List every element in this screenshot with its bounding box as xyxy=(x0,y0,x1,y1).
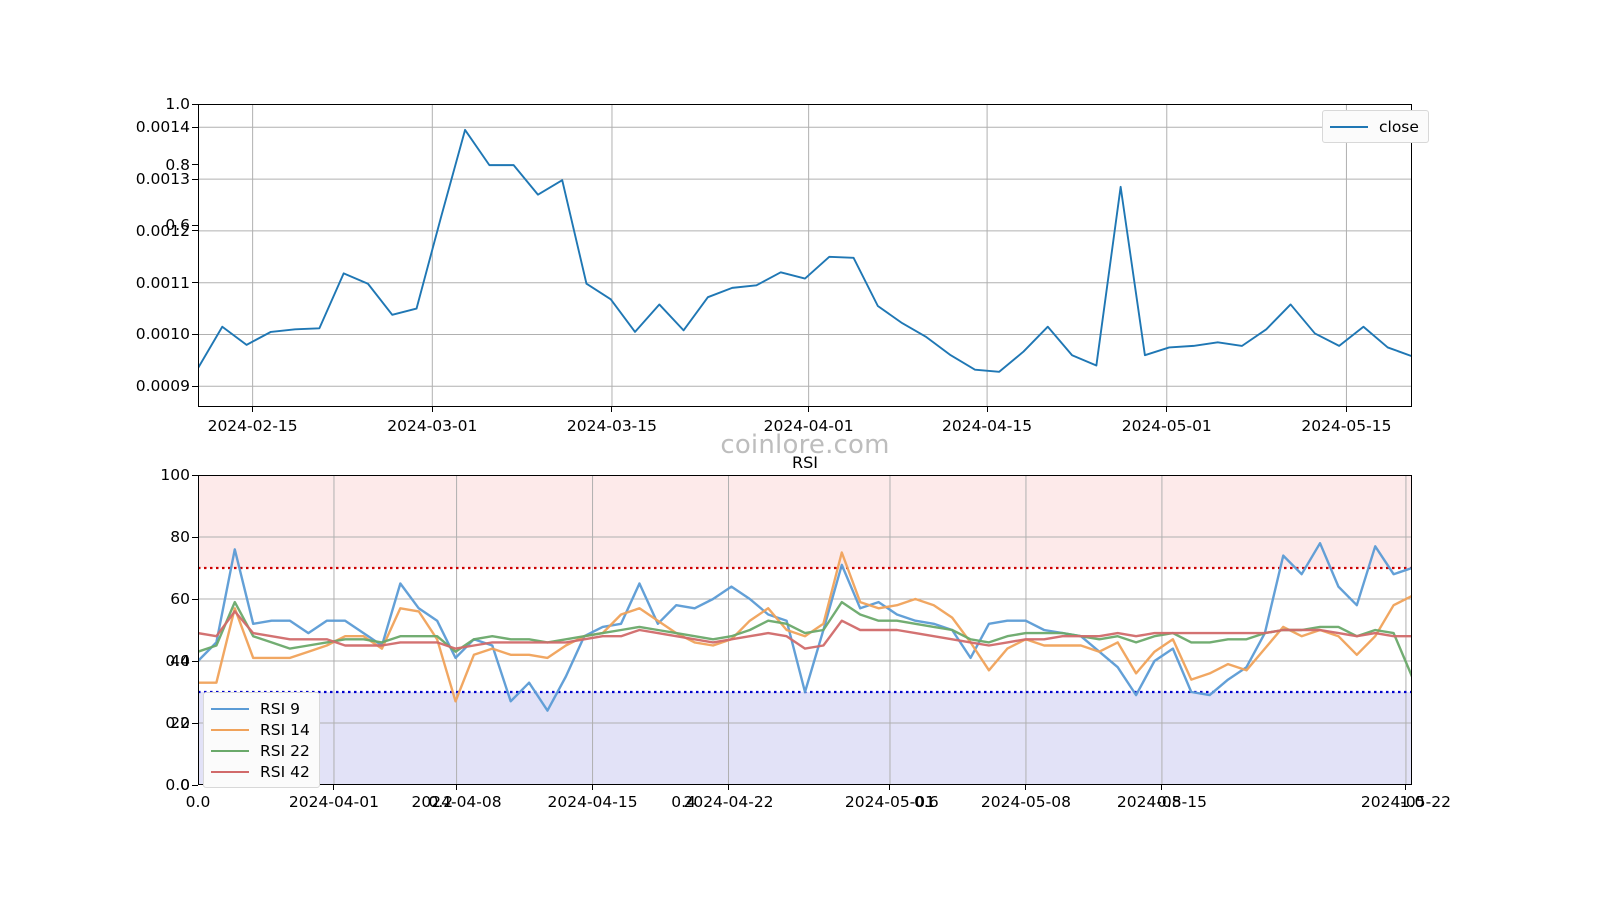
rsi-plot-area xyxy=(198,475,1412,785)
rsi-y-tick: 100 xyxy=(160,466,190,484)
rsi-legend[interactable]: RSI 9 RSI 14 RSI 22 RSI 42 xyxy=(203,692,320,788)
price-x-tick: 2024-05-01 xyxy=(1121,417,1212,435)
rsi-x-tick: 2024-05-01 xyxy=(844,793,936,811)
legend-label: close xyxy=(1379,117,1419,136)
price-x-tickmark xyxy=(1345,407,1347,412)
rsi-chart-panel xyxy=(198,475,1412,785)
legend-swatch-line xyxy=(211,770,249,773)
rsi-y-tickmark xyxy=(192,536,198,538)
rsi-secondary-x-tick: 0.6 xyxy=(914,793,939,811)
rsi-x-tick: 2024-05-15 xyxy=(1116,793,1207,811)
rsi-x-tickmark xyxy=(889,785,891,790)
price-legend[interactable]: close xyxy=(1322,110,1429,143)
price-x-tickmark xyxy=(431,407,433,412)
rsi-secondary-x-tick: 0.2 xyxy=(428,793,454,811)
rsi-x-tickmark xyxy=(456,785,458,790)
price-y-tick: 0.0009 xyxy=(135,377,190,396)
rsi-x-tick: 2024-04-01 xyxy=(288,793,379,811)
rsi-secondary-y-tickmark xyxy=(192,784,198,786)
rsi-secondary-y-tick: 0.2 xyxy=(165,714,190,732)
legend-item[interactable]: close xyxy=(1330,116,1419,137)
price-secondary-y-tickmark xyxy=(192,103,198,105)
rsi-y-tick: 60 xyxy=(170,590,190,608)
price-y-tickmark xyxy=(192,282,198,284)
price-secondary-y-tick: 0.8 xyxy=(165,155,190,174)
price-secondary-y-tickmark xyxy=(192,224,198,226)
price-x-tickmark xyxy=(986,407,988,412)
price-y-tickmark xyxy=(192,230,198,232)
legend-item[interactable]: RSI 22 xyxy=(211,740,310,761)
price-axes-frame xyxy=(198,104,1412,407)
price-x-tickmark xyxy=(611,407,613,412)
rsi-y-tickmark xyxy=(192,598,198,600)
rsi-x-tickmark xyxy=(1405,785,1407,790)
price-x-tick: 2024-04-01 xyxy=(763,417,854,435)
legend-swatch-line xyxy=(211,728,249,731)
price-secondary-y-tick: 0.6 xyxy=(165,216,190,235)
price-x-tick: 2024-04-15 xyxy=(942,417,1033,435)
legend-label: RSI 22 xyxy=(260,741,310,760)
rsi-x-tickmark xyxy=(1025,785,1027,790)
rsi-secondary-x-tick: 1.0 xyxy=(1399,793,1425,811)
rsi-y-tick: 0 xyxy=(180,776,190,794)
price-x-tick: 2024-05-15 xyxy=(1301,417,1392,435)
rsi-x-tick: 2024-05-08 xyxy=(980,793,1071,811)
legend-item[interactable]: RSI 42 xyxy=(211,761,310,782)
rsi-secondary-y-tick: 0.4 xyxy=(165,652,190,670)
legend-item[interactable]: RSI 14 xyxy=(211,719,310,740)
rsi-secondary-y-tick: 0.0 xyxy=(165,776,190,794)
price-x-tickmark xyxy=(252,407,254,412)
legend-swatch-line xyxy=(211,707,249,710)
rsi-axes-frame xyxy=(198,475,1412,785)
rsi-x-tickmark xyxy=(333,785,335,790)
legend-label: RSI 14 xyxy=(260,720,310,739)
legend-label: RSI 42 xyxy=(260,762,310,781)
legend-item[interactable]: RSI 9 xyxy=(211,698,310,719)
rsi-y-tick: 80 xyxy=(170,528,190,546)
price-x-tick: 2024-02-15 xyxy=(207,417,298,435)
price-y-tickmark xyxy=(192,333,198,335)
price-y-tick: 0.0010 xyxy=(135,325,190,344)
price-secondary-y-tick: 1.0 xyxy=(165,95,190,113)
rsi-secondary-x-tick: 0.0 xyxy=(185,793,211,811)
price-y-tick: 0.0012 xyxy=(135,221,190,240)
legend-swatch-line xyxy=(211,749,249,752)
rsi-x-tickmark xyxy=(728,785,730,790)
legend-swatch-line xyxy=(1330,125,1368,128)
rsi-y-tick: 20 xyxy=(170,714,190,732)
rsi-secondary-x-tick: 0.8 xyxy=(1156,793,1182,811)
price-plot-area xyxy=(198,104,1412,407)
price-y-tick: 0.0011 xyxy=(135,273,190,292)
price-chart-panel xyxy=(198,104,1412,407)
rsi-x-tick: 2024-05-22 xyxy=(1360,793,1451,811)
rsi-secondary-x-tick: 0.4 xyxy=(671,793,696,811)
legend-label: RSI 9 xyxy=(260,699,300,718)
watermark: coinlore.com xyxy=(720,430,890,460)
price-y-tick: 0.0014 xyxy=(135,118,190,137)
price-x-tick: 2024-03-15 xyxy=(566,417,658,435)
rsi-x-tick: 2024-04-08 xyxy=(411,793,502,811)
price-x-tickmark xyxy=(808,407,810,412)
rsi-y-tick: 40 xyxy=(170,652,190,670)
price-y-tickmark xyxy=(192,126,198,128)
rsi-panel-title: RSI xyxy=(792,453,818,472)
price-x-tickmark xyxy=(1166,407,1168,412)
rsi-x-tickmark xyxy=(592,785,594,790)
rsi-x-tickmark xyxy=(1161,785,1163,790)
rsi-x-tick: 2024-04-22 xyxy=(683,793,774,811)
rsi-secondary-y-tickmark xyxy=(192,660,198,662)
price-y-tickmark xyxy=(192,385,198,387)
rsi-secondary-y-tickmark xyxy=(192,722,198,724)
rsi-y-tickmark xyxy=(192,474,198,476)
price-y-tickmark xyxy=(192,178,198,180)
price-secondary-y-tickmark xyxy=(192,164,198,166)
price-y-tick: 0.0013 xyxy=(135,170,190,189)
rsi-x-tick: 2024-04-15 xyxy=(547,793,638,811)
price-x-tick: 2024-03-01 xyxy=(387,417,478,435)
